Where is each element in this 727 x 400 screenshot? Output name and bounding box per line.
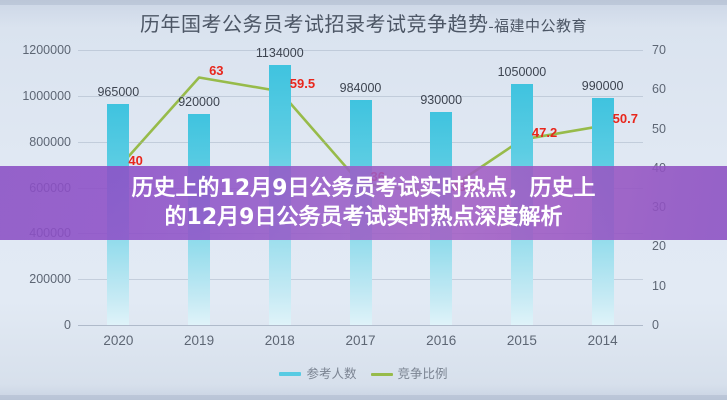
- legend-label-bar-series: 参考人数: [306, 367, 357, 381]
- chart-title-main: 历年国考公务员考试招录考试竞争趋势: [140, 14, 489, 36]
- bar-value-label-2020: 965000: [97, 84, 140, 99]
- line-value-label-2015: 47.2: [531, 124, 558, 140]
- bar-value-label-2019: 920000: [178, 95, 220, 110]
- y-axis-left-tick: 0: [64, 318, 71, 332]
- top-frame-divider: [0, 0, 727, 5]
- x-axis-tick-2015: 2015: [506, 333, 537, 348]
- legend-label-line-series: 竞争比例: [397, 367, 448, 381]
- y-axis-right-tick: 60: [652, 82, 666, 97]
- x-axis-tick-2017: 2017: [345, 333, 376, 348]
- chart-title: 历年国考公务员考试招录考试竞争趋势-福建中公教育: [0, 8, 727, 37]
- y-axis-right-tick: 0: [652, 318, 659, 332]
- gridline: [78, 95, 643, 97]
- bar-value-label-2017: 984000: [339, 80, 382, 95]
- bottom-frame-divider: [0, 395, 727, 400]
- bar-value-label-2015: 1050000: [497, 65, 547, 80]
- line-value-label-2020: 40: [128, 152, 143, 168]
- line-value-label-2018: 59.5: [289, 76, 316, 92]
- y-axis-left-tick: 1000000: [22, 88, 71, 103]
- plot-area: 0200000400000600000800000100000012000000…: [22, 44, 666, 331]
- bar-series-swatch-icon: [279, 372, 302, 377]
- legend-item-jingzheng-bili[interactable]: 竞争比例: [370, 367, 448, 381]
- x-axis-tick-2018: 2018: [264, 333, 295, 348]
- x-axis-line: [78, 325, 643, 326]
- bar-value-label-2016: 930000: [420, 92, 463, 107]
- y-axis-left-tick: 200000: [29, 272, 71, 287]
- x-axis-tick-2019: 2019: [184, 333, 215, 348]
- y-axis-right-tick: 70: [652, 43, 666, 57]
- overlay-banner: [0, 166, 727, 240]
- x-axis-tick-2016: 2016: [426, 333, 457, 348]
- gridline: [78, 50, 643, 51]
- x-axis-tick-2014: 2014: [587, 333, 618, 348]
- bar-value-label-2014: 990000: [581, 79, 624, 94]
- line-series-swatch-icon: [370, 372, 393, 376]
- y-axis-right-tick: 10: [652, 278, 666, 293]
- y-axis-right-tick: 20: [652, 239, 666, 254]
- y-axis-left-tick: 800000: [29, 134, 71, 149]
- bar-value-label-2018: 1134000: [255, 46, 304, 61]
- line-value-label-2019: 63: [209, 62, 224, 78]
- y-axis-right-tick: 50: [652, 121, 666, 136]
- y-axis-left-tick: 1200000: [22, 43, 71, 57]
- chart-title-subtitle: -福建中公教育: [488, 19, 587, 35]
- legend-item-canckao-renshu[interactable]: 参考人数: [279, 367, 357, 381]
- line-value-label-2014: 50.7: [612, 110, 638, 126]
- chart-legend: 参考人数 竞争比例: [0, 368, 727, 381]
- x-axis-tick-2020: 2020: [103, 333, 134, 348]
